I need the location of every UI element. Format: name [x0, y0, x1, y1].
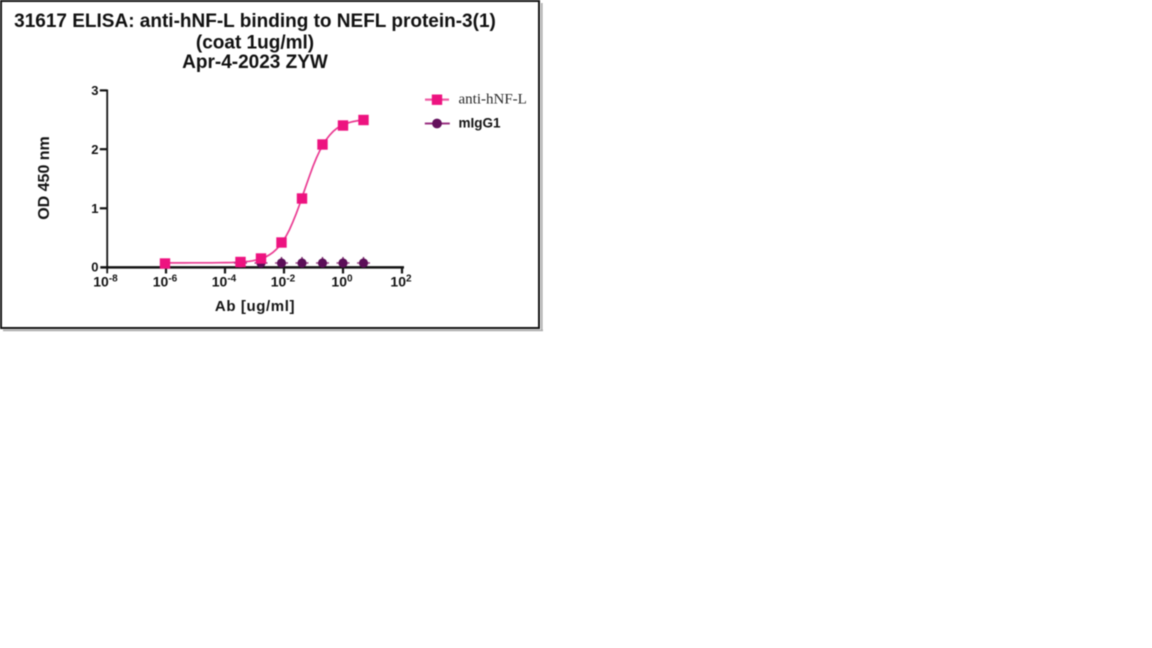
svg-text:OD 450 nm: OD 450 nm [36, 136, 53, 220]
svg-text:0: 0 [91, 260, 98, 275]
svg-text:Ab [ug/ml]: Ab [ug/ml] [215, 298, 295, 315]
svg-text:1: 1 [91, 201, 98, 216]
svg-text:(coat 1ug/ml): (coat 1ug/ml) [196, 33, 314, 54]
svg-text:3: 3 [91, 83, 98, 98]
svg-text:anti-hNF-L: anti-hNF-L [459, 91, 527, 107]
svg-text:31617 ELISA: anti-hNF-L bindin: 31617 ELISA: anti-hNF-L binding to NEFL … [14, 11, 496, 32]
svg-text:mIgG1: mIgG1 [459, 115, 502, 130]
svg-text:Apr-4-2023 ZYW: Apr-4-2023 ZYW [182, 52, 328, 73]
svg-text:2: 2 [91, 142, 98, 157]
